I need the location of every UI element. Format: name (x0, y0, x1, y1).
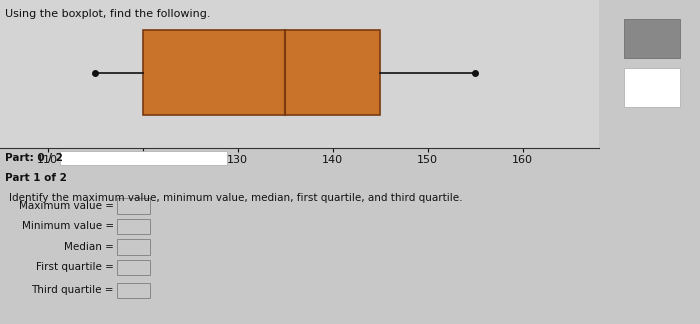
Text: Identify the maximum value, minimum value, median, first quartile, and third qua: Identify the maximum value, minimum valu… (9, 193, 463, 203)
Text: Part: 0 / 2: Part: 0 / 2 (5, 153, 63, 163)
Bar (117, 219, 150, 234)
Text: Using the boxplot, find the following.: Using the boxplot, find the following. (5, 9, 210, 19)
Text: Maximum value =: Maximum value = (19, 201, 113, 211)
Text: First quartile =: First quartile = (36, 262, 113, 272)
Bar (60, 151, 228, 165)
Text: Minimum value =: Minimum value = (22, 221, 113, 231)
Text: Third quartile =: Third quartile = (32, 285, 113, 295)
Bar (117, 260, 150, 275)
Text: Part 1 of 2: Part 1 of 2 (5, 173, 66, 183)
Bar (117, 283, 150, 298)
Text: Median =: Median = (64, 242, 113, 252)
Bar (143, 29, 380, 115)
Bar (624, 68, 680, 107)
Bar (117, 198, 150, 214)
Bar (117, 239, 150, 255)
Bar (624, 19, 680, 58)
